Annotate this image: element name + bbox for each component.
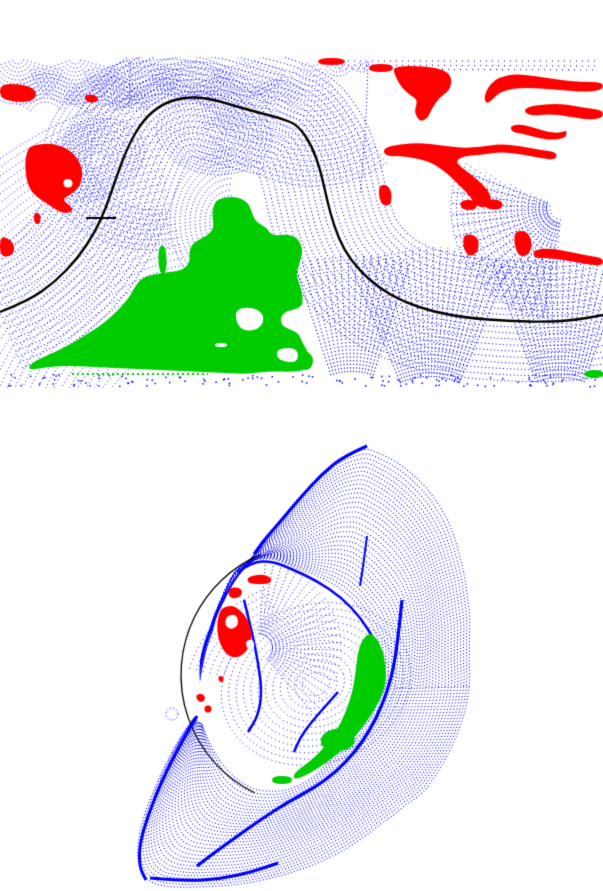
figure-canvas — [0, 0, 603, 891]
field-line-figure — [0, 0, 603, 891]
